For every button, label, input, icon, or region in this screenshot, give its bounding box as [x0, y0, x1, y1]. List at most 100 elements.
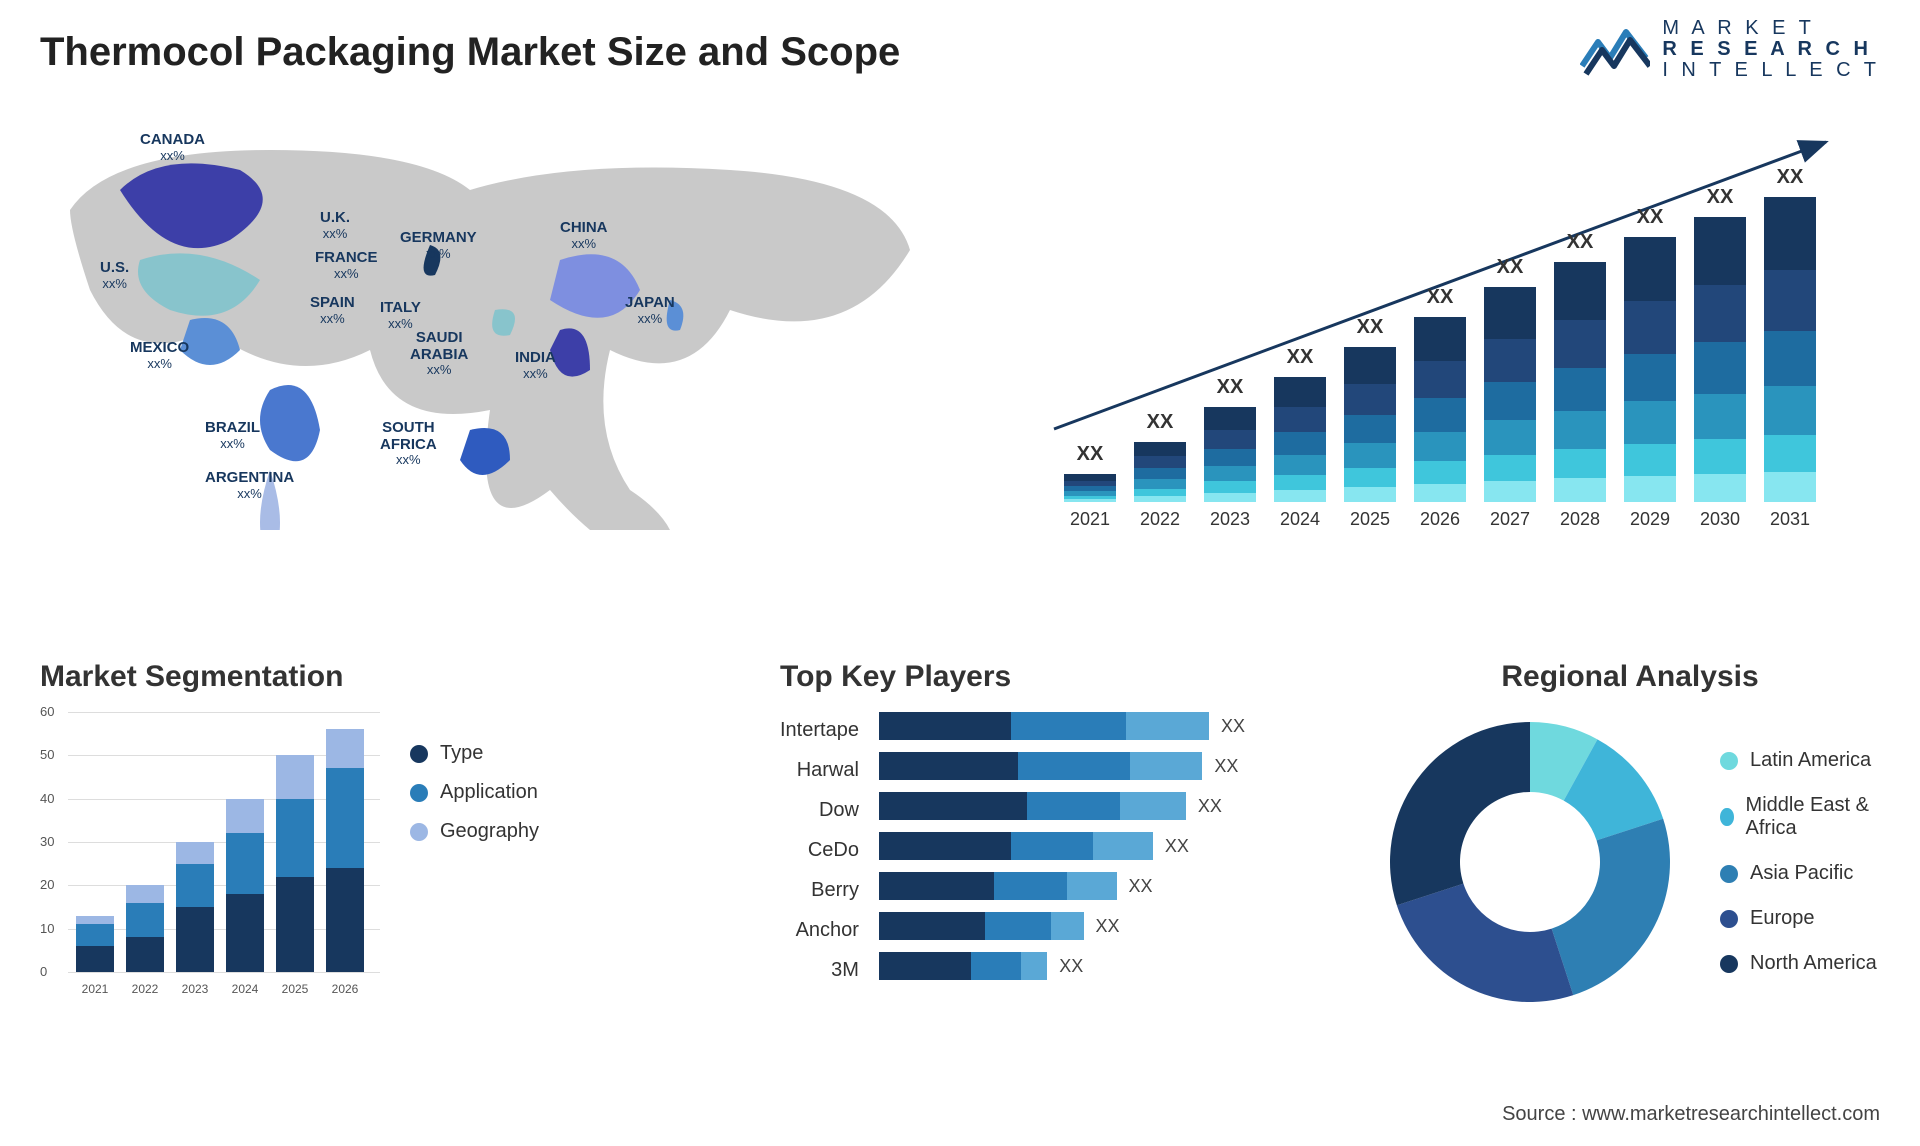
seg-bar-2024 — [226, 799, 264, 972]
seg-bar-2025 — [276, 755, 314, 972]
map-label-spain: SPAINxx% — [310, 295, 355, 326]
growth-value-2025: XX — [1344, 316, 1396, 339]
map-label-mexico: MEXICOxx% — [130, 340, 189, 371]
growth-value-2028: XX — [1554, 231, 1606, 254]
growth-bar-2031 — [1764, 197, 1816, 502]
growth-bar-2022 — [1134, 442, 1186, 502]
growth-xlabel-2027: 2027 — [1484, 509, 1536, 530]
seg-bar-2021 — [76, 916, 114, 972]
seg-ytick-60: 60 — [40, 704, 54, 719]
player-name-dow: Dow — [819, 796, 859, 824]
map-label-u-s-: U.S.xx% — [100, 260, 129, 291]
regional-legend: Latin America Middle East & Africa Asia Pa… — [1720, 749, 1880, 975]
growth-xlabel-2029: 2029 — [1624, 509, 1676, 530]
map-label-south-africa: SOUTHAFRICAxx% — [380, 420, 437, 467]
map-label-brazil: BRAZILxx% — [205, 420, 260, 451]
player-name-cedo: CeDo — [808, 836, 859, 864]
regional-panel: Regional Analysis Latin America Middle Ea… — [1380, 660, 1880, 1060]
regional-legend-asia-pacific: Asia Pacific — [1720, 862, 1880, 885]
world-map — [40, 130, 940, 530]
growth-xlabel-2021: 2021 — [1064, 509, 1116, 530]
map-label-japan: JAPANxx% — [625, 295, 675, 326]
logo-line1: M A R K E T — [1662, 18, 1880, 39]
source-text: Source : www.marketresearchintellect.com — [1502, 1103, 1880, 1126]
growth-value-2023: XX — [1204, 376, 1256, 399]
growth-value-2026: XX — [1414, 286, 1466, 309]
regional-legend-europe: Europe — [1720, 907, 1880, 930]
seg-xlabel-2023: 2023 — [176, 982, 214, 996]
seg-ytick-0: 0 — [40, 964, 47, 979]
growth-bar-2029 — [1624, 237, 1676, 502]
growth-xlabel-2030: 2030 — [1694, 509, 1746, 530]
segmentation-chart: 0102030405060202120222023202420252026 — [40, 712, 380, 996]
growth-value-2030: XX — [1694, 186, 1746, 209]
seg-ytick-50: 50 — [40, 747, 54, 762]
map-label-argentina: ARGENTINAxx% — [205, 470, 294, 501]
growth-bar-2027 — [1484, 287, 1536, 502]
growth-bar-2026 — [1414, 317, 1466, 502]
page-title: Thermocol Packaging Market Size and Scop… — [40, 30, 900, 75]
seg-bar-2022 — [126, 885, 164, 972]
players-title: Top Key Players — [780, 660, 1340, 694]
seg-xlabel-2025: 2025 — [276, 982, 314, 996]
seg-xlabel-2021: 2021 — [76, 982, 114, 996]
donut-slice-north-america — [1390, 722, 1530, 905]
player-bar-harwal: XX — [879, 752, 1340, 780]
donut-slice-europe — [1397, 884, 1573, 1002]
seg-ytick-10: 10 — [40, 921, 54, 936]
growth-bar-2030 — [1694, 217, 1746, 502]
growth-bar-2023 — [1204, 407, 1256, 502]
growth-value-2027: XX — [1484, 256, 1536, 279]
map-label-india: INDIAxx% — [515, 350, 556, 381]
growth-xlabel-2024: 2024 — [1274, 509, 1326, 530]
segmentation-panel: Market Segmentation 01020304050602021202… — [40, 660, 740, 1060]
growth-chart: 2021XX2022XX2023XX2024XX2025XX2026XX2027… — [1000, 130, 1880, 530]
regional-legend-middle-east-africa: Middle East & Africa — [1720, 794, 1880, 840]
player-name-intertape: Intertape — [780, 716, 859, 744]
map-label-italy: ITALYxx% — [380, 300, 421, 331]
growth-bar-2024 — [1274, 377, 1326, 502]
growth-value-2029: XX — [1624, 206, 1676, 229]
logo-icon — [1580, 22, 1650, 78]
seg-legend-application: Application — [410, 781, 539, 804]
map-label-france: FRANCExx% — [315, 250, 378, 281]
player-value-harwal: XX — [1214, 756, 1238, 777]
logo-line2: R E S E A R C H — [1662, 39, 1880, 60]
map-label-u-k-: U.K.xx% — [320, 210, 350, 241]
map-label-saudi-arabia: SAUDIARABIAxx% — [410, 330, 468, 377]
player-bar-cedo: XX — [879, 832, 1340, 860]
growth-bar-2028 — [1554, 262, 1606, 502]
segmentation-title: Market Segmentation — [40, 660, 740, 694]
player-bar-3m: XX — [879, 952, 1340, 980]
regional-legend-north-america: North America — [1720, 952, 1880, 975]
growth-value-2024: XX — [1274, 346, 1326, 369]
player-value-dow: XX — [1198, 796, 1222, 817]
segmentation-legend: TypeApplicationGeography — [410, 742, 539, 843]
growth-value-2021: XX — [1064, 443, 1116, 466]
seg-ytick-30: 30 — [40, 834, 54, 849]
players-name-column: IntertapeHarwalDowCeDoBerryAnchor3M — [780, 712, 859, 984]
player-bar-dow: XX — [879, 792, 1340, 820]
seg-bar-2026 — [326, 729, 364, 972]
player-value-cedo: XX — [1165, 836, 1189, 857]
player-value-intertape: XX — [1221, 716, 1245, 737]
player-value-3m: XX — [1059, 956, 1083, 977]
growth-bar-2021 — [1064, 474, 1116, 502]
seg-bar-2023 — [176, 842, 214, 972]
player-name-anchor: Anchor — [796, 916, 859, 944]
player-name-harwal: Harwal — [797, 756, 859, 784]
brand-logo: M A R K E T R E S E A R C H I N T E L L … — [1580, 18, 1880, 81]
regional-title: Regional Analysis — [1380, 660, 1880, 694]
map-label-china: CHINAxx% — [560, 220, 608, 251]
players-panel: Top Key Players IntertapeHarwalDowCeDoBe… — [780, 660, 1340, 1060]
regional-legend-latin-america: Latin America — [1720, 749, 1880, 772]
seg-legend-geography: Geography — [410, 820, 539, 843]
growth-bar-2025 — [1344, 347, 1396, 502]
player-bar-berry: XX — [879, 872, 1340, 900]
player-bar-intertape: XX — [879, 712, 1340, 740]
world-map-panel: CANADAxx% U.S.xx% MEXICOxx% BRAZILxx% ARGENT… — [40, 130, 940, 530]
player-name-3m: 3M — [831, 956, 859, 984]
map-label-canada: CANADAxx% — [140, 132, 205, 163]
players-bars-column: XXXXXXXXXXXXXX — [879, 712, 1340, 984]
growth-xlabel-2026: 2026 — [1414, 509, 1466, 530]
